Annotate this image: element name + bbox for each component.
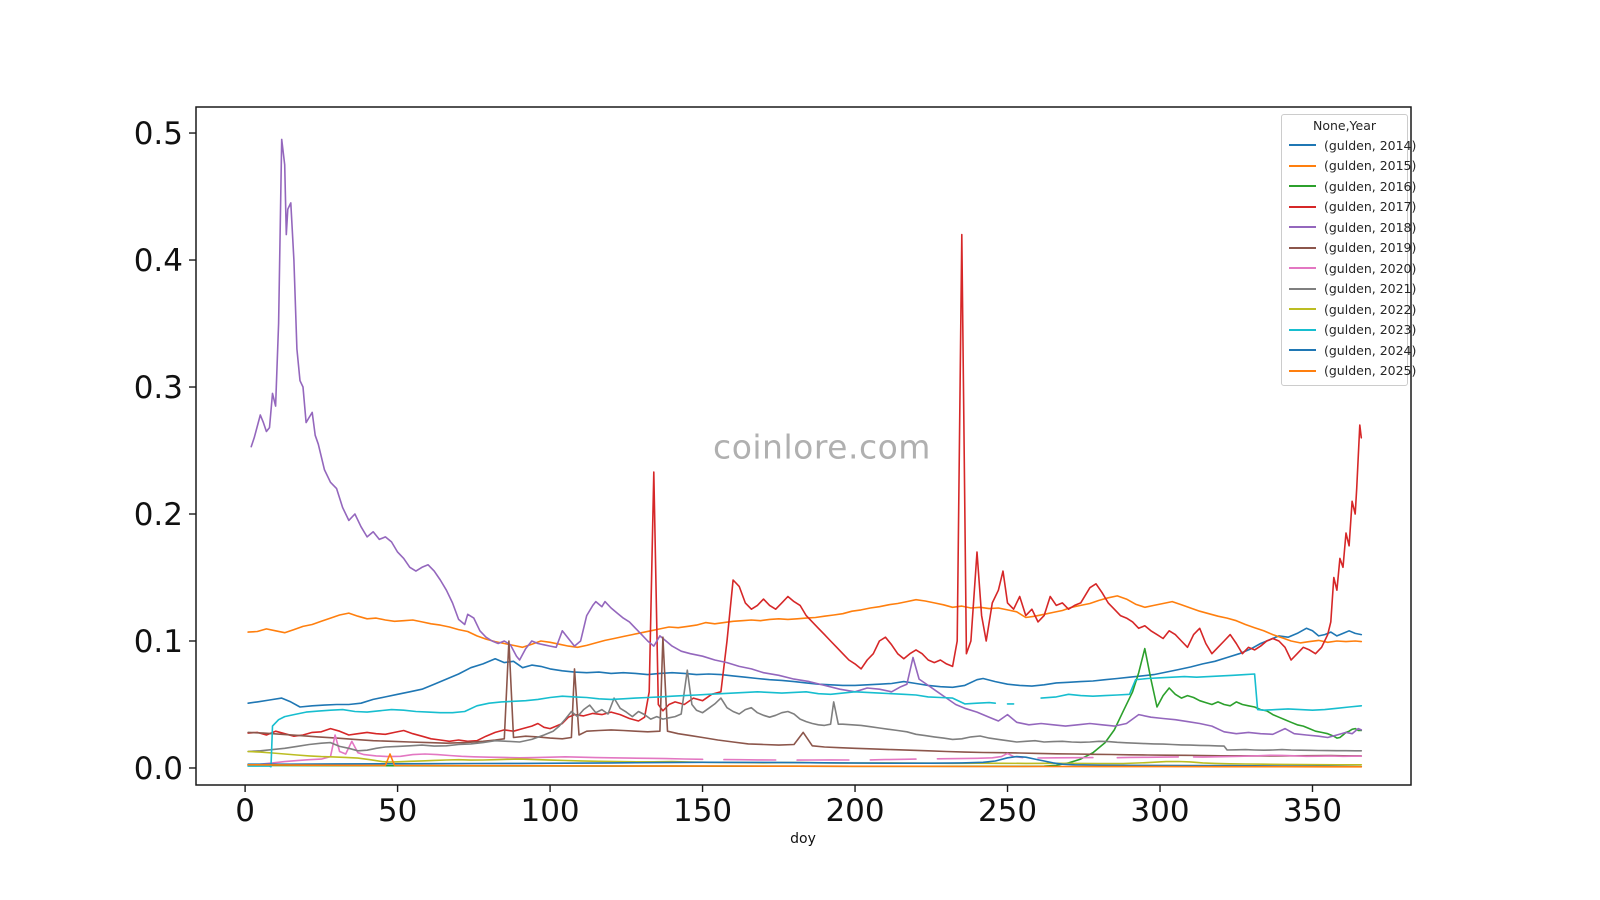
legend-item-gulden-2023: (gulden, 2023): [1282, 320, 1416, 341]
x-tick-label: 350: [1283, 793, 1342, 829]
legend-item-gulden-2018: (gulden, 2018): [1282, 217, 1416, 238]
legend-title: None,Year: [1312, 118, 1377, 133]
legend-item-gulden-2019: (gulden, 2019): [1282, 238, 1416, 259]
x-tick-label: 0: [235, 793, 255, 829]
y-tick-label: 0.3: [134, 370, 183, 406]
legend-line-swatch: [1289, 287, 1316, 290]
legend-item-gulden-2017: (gulden, 2017): [1282, 197, 1416, 218]
series-line-gulden-2021: [247, 669, 1363, 753]
legend-line-swatch: [1289, 144, 1316, 147]
legend-line-swatch: [1289, 226, 1316, 229]
legend-item-label: (gulden, 2014): [1324, 137, 1417, 153]
legend-item-label: (gulden, 2025): [1324, 363, 1417, 379]
legend-item-label: (gulden, 2018): [1324, 219, 1417, 235]
series-line-gulden-2025: [247, 753, 1363, 768]
legend-line-swatch: [1289, 308, 1316, 311]
legend-line-swatch: [1289, 205, 1316, 208]
x-tick-label: 300: [1130, 793, 1189, 829]
y-tick-label: 0.4: [134, 243, 183, 279]
legend-item-label: (gulden, 2019): [1324, 240, 1417, 256]
series-line-gulden-2014: [247, 627, 1363, 708]
legend: None,Year (gulden, 2014) (gulden, 2015) (g…: [1281, 114, 1416, 386]
legend-line-swatch: [1289, 369, 1316, 372]
legend-item-label: (gulden, 2023): [1324, 322, 1417, 338]
legend-item-gulden-2022: (gulden, 2022): [1282, 299, 1416, 320]
legend-item-label: (gulden, 2016): [1324, 178, 1417, 194]
legend-line-swatch: [1289, 349, 1316, 352]
x-tick-label: 150: [673, 793, 732, 829]
series-line-gulden-2017: [247, 233, 1363, 743]
legend-item-label: (gulden, 2022): [1324, 301, 1417, 317]
y-tick-label: 0.0: [134, 751, 183, 787]
legend-line-swatch: [1289, 328, 1316, 331]
legend-item-label: (gulden, 2015): [1324, 158, 1417, 174]
y-tick-label: 0.1: [134, 624, 183, 660]
legend-item-gulden-2025: (gulden, 2025): [1282, 361, 1416, 382]
legend-item-gulden-2020: (gulden, 2020): [1282, 258, 1416, 279]
legend-item-label: (gulden, 2020): [1324, 260, 1417, 276]
legend-item-gulden-2016: (gulden, 2016): [1282, 176, 1416, 197]
x-tick-label: 200: [825, 793, 884, 829]
legend-item-gulden-2021: (gulden, 2021): [1282, 279, 1416, 300]
series-line-gulden-2023: [247, 673, 1363, 768]
legend-line-swatch: [1289, 246, 1316, 249]
series-line-gulden-2024: [247, 755, 1363, 768]
x-axis-label: doy: [790, 831, 816, 847]
series-line-gulden-2019: [247, 636, 1363, 757]
legend-rows: (gulden, 2014) (gulden, 2015) (gulden, 201…: [1282, 135, 1416, 382]
legend-line-swatch: [1289, 185, 1316, 188]
legend-line-swatch: [1289, 267, 1316, 270]
series-line-gulden-2020: [247, 734, 1363, 766]
legend-item-gulden-2015: (gulden, 2015): [1282, 156, 1416, 177]
series-line-gulden-2018: [250, 138, 1363, 739]
x-tick-label: 100: [520, 793, 579, 829]
legend-item-label: (gulden, 2017): [1324, 199, 1417, 215]
legend-item-gulden-2014: (gulden, 2014): [1282, 135, 1416, 156]
legend-line-swatch: [1289, 164, 1316, 167]
legend-item-label: (gulden, 2024): [1324, 342, 1417, 358]
watermark: coinlore.com: [713, 427, 931, 467]
plot-spines: [195, 106, 1412, 786]
x-tick-label: 50: [378, 793, 417, 829]
y-tick-label: 0.5: [134, 116, 183, 152]
legend-item-gulden-2024: (gulden, 2024): [1282, 340, 1416, 361]
x-tick-label: 250: [978, 793, 1037, 829]
legend-item-label: (gulden, 2021): [1324, 281, 1417, 297]
series-line-gulden-2015: [247, 595, 1363, 649]
y-tick-label: 0.2: [134, 497, 183, 533]
